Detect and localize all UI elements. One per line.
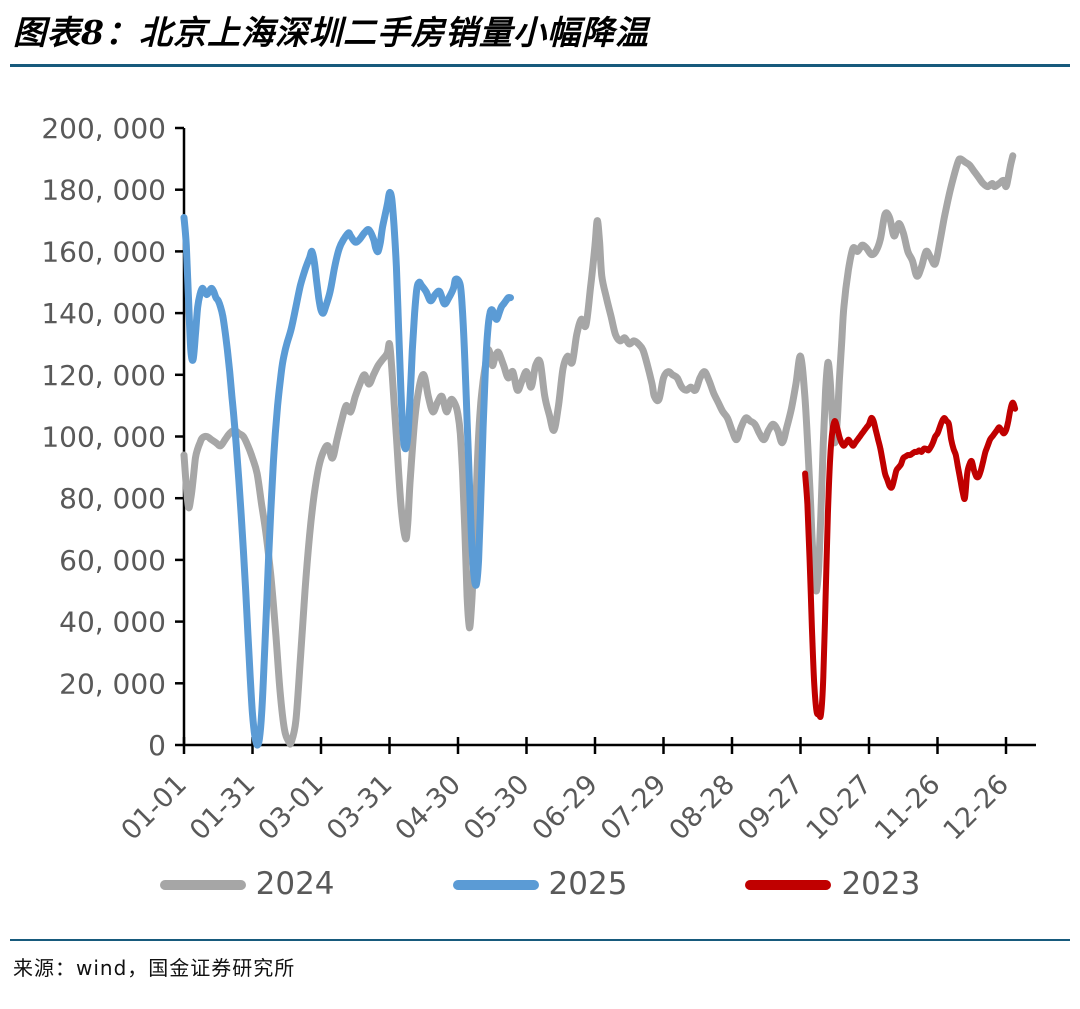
x-axis-label: 05-30 [458,769,535,846]
y-axis-label: 140, 000 [41,297,166,330]
series-2025-line [180,189,514,749]
title-divider-line [10,64,1070,67]
y-axis-label: 160, 000 [41,235,166,268]
x-axis-label: 07-29 [595,769,672,846]
y-axis-label: 60, 000 [59,544,166,577]
legend-swatch-2023 [745,879,832,890]
legend-swatch-2025 [452,879,539,890]
x-axis-label: 01-31 [184,769,261,846]
chart-legend: 2024 2025 2023 [0,869,1080,900]
y-axis-label: 200, 000 [41,112,166,145]
source-note: 来源：wind，国金证券研究所 [13,956,296,980]
y-axis-label: 100, 000 [41,421,166,454]
y-axis-label: 40, 000 [59,606,166,639]
y-axis-label: 20, 000 [59,667,166,700]
series-2024-line [180,152,1017,748]
legend-item-2024: 2024 [159,866,335,902]
y-axis-label: 0 [148,729,166,762]
x-axis-label: 09-27 [732,769,809,846]
series-2023-line [802,399,1019,720]
y-axis-label: 180, 000 [41,174,166,207]
x-axis-label: 08-28 [664,769,741,846]
legend-item-2025: 2025 [452,866,628,902]
legend-label-2024: 2024 [255,866,335,902]
x-axis-label: 12-26 [938,769,1015,846]
y-axis-label: 80, 000 [59,482,166,515]
x-axis-label: 03-31 [321,769,398,846]
x-axis-label: 01-01 [116,769,193,846]
x-axis-label: 11-26 [869,769,946,846]
legend-item-2023: 2023 [745,869,920,900]
axis-lines [182,128,1036,747]
x-axis-label: 03-01 [253,769,330,846]
x-axis-label: 04-30 [390,769,467,846]
figure-title: 图表8：北京上海深圳二手房销量小幅降温 [13,13,649,52]
legend-swatch-2024 [159,879,246,890]
x-axis-label: 06-29 [527,769,604,846]
legend-label-2025: 2025 [548,866,628,902]
footer-divider-line [10,939,1070,941]
y-axis-label: 120, 000 [41,359,166,392]
legend-label-2023: 2023 [841,866,921,902]
x-axis-label: 10-27 [801,769,878,846]
